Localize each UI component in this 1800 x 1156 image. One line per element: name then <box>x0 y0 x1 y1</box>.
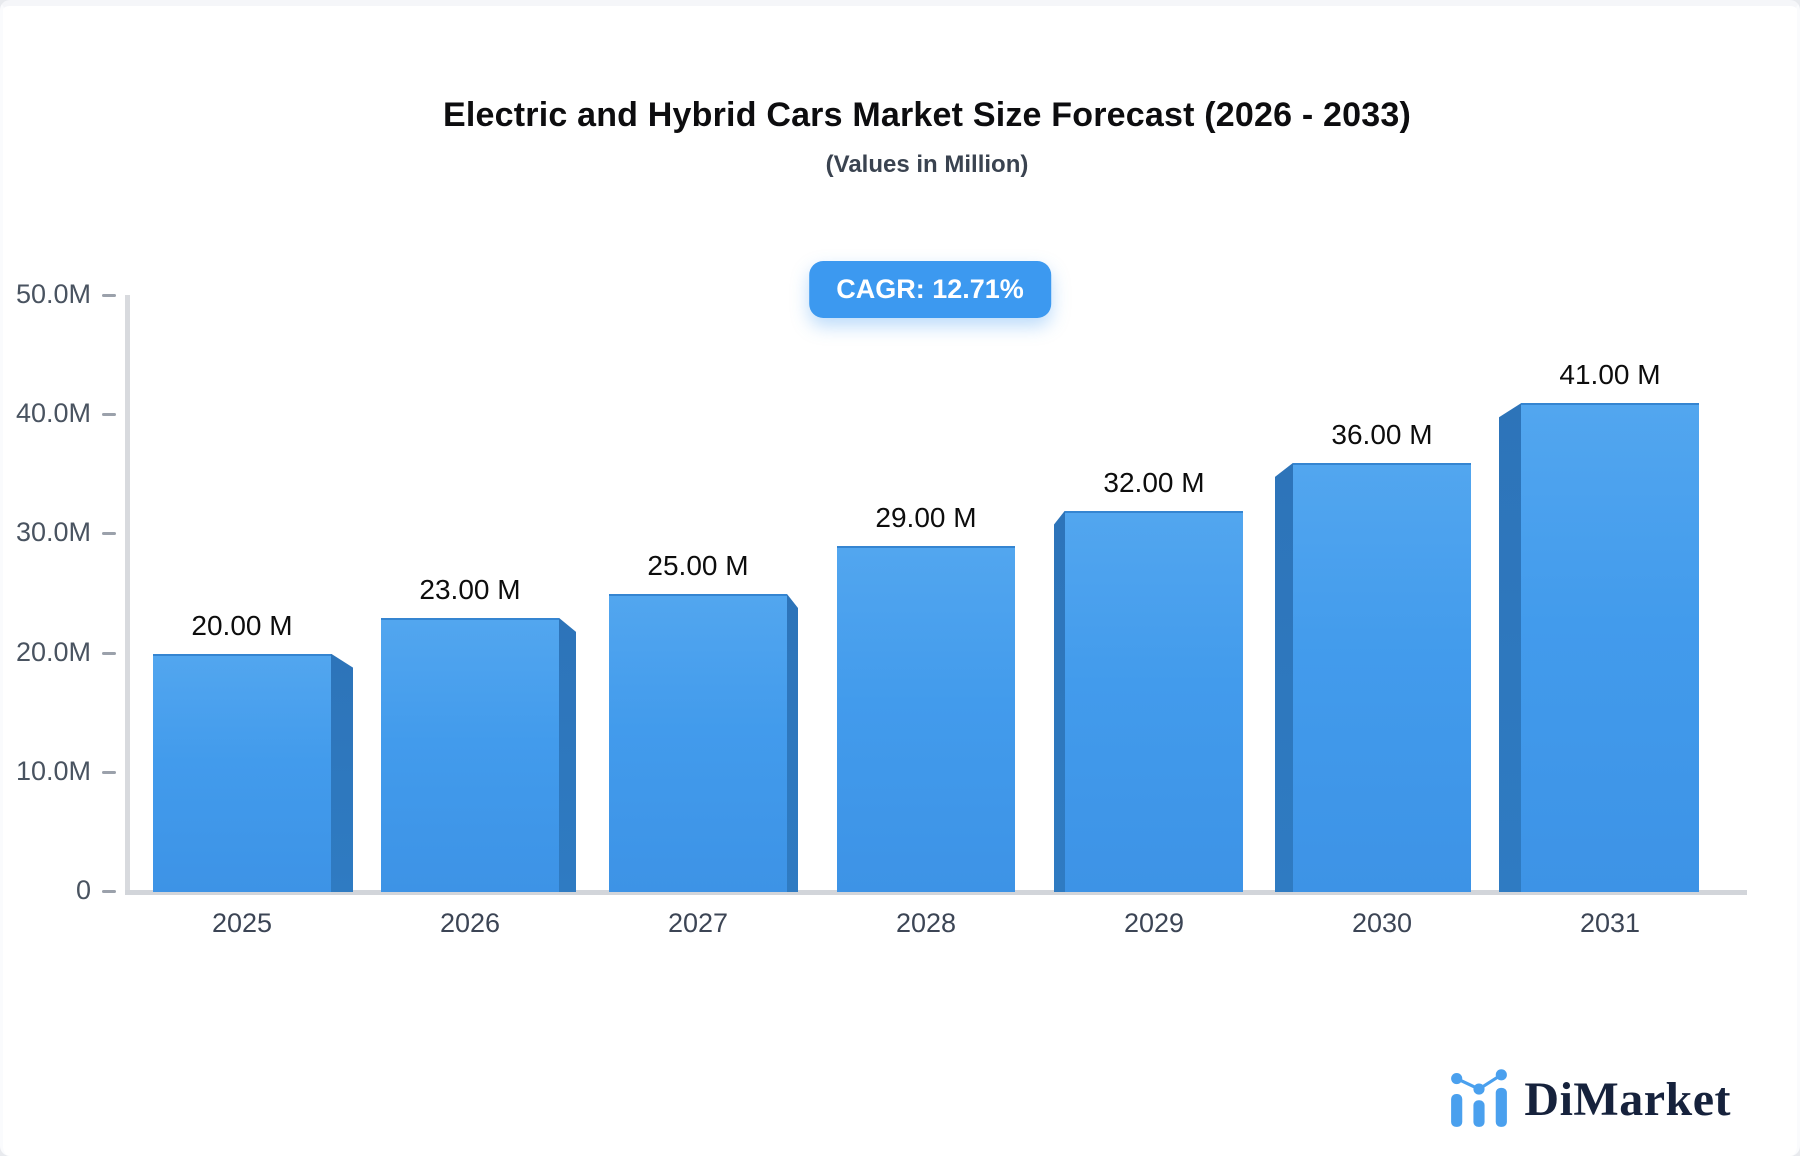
bar-value-label-2028: 29.00 M <box>875 502 977 534</box>
bar-2028[interactable] <box>837 546 1015 892</box>
y-axis-tick-label: 10.0M <box>15 755 91 786</box>
y-axis-tick-mark <box>102 294 116 297</box>
chart-area: 50.0M 40.0M 30.0M 20.0M 10.0M 0 20.00 M 2025 23.… <box>3 6 1797 1156</box>
bar-value-label-2029: 32.00 M <box>1103 466 1205 498</box>
bar-2027[interactable] <box>609 594 787 892</box>
bar-side-3d-2029 <box>1054 510 1065 892</box>
y-axis-tick-label: 50.0M <box>15 279 91 309</box>
logo-text: DiMarket <box>1524 1072 1731 1126</box>
bar-value-label-2025: 20.00 M <box>191 609 293 641</box>
bar-2029[interactable] <box>1065 510 1243 892</box>
bar-side-3d-2027 <box>787 594 798 892</box>
y-axis-tick-mark <box>102 651 116 655</box>
bar-side-3d-2031 <box>1499 403 1521 892</box>
cagr-badge: CAGR: 12.71% <box>809 261 1051 318</box>
y-axis-tick-label: 30.0M <box>15 517 91 548</box>
y-axis-tick-mark <box>102 770 116 774</box>
bar-value-label-2026: 23.00 M <box>419 573 521 605</box>
chart-title: Electric and Hybrid Cars Market Size For… <box>443 96 1411 134</box>
y-axis-tick-label: 40.0M <box>15 398 91 429</box>
bar-value-label-2030: 36.00 M <box>1331 418 1433 450</box>
chart-subtitle: (Values in Million) <box>825 151 1029 178</box>
bar-2030[interactable] <box>1293 462 1471 892</box>
bar-2031[interactable] <box>1521 403 1699 892</box>
bar-chart-icon <box>1451 1069 1508 1127</box>
dimarket-logo: DiMarket <box>1448 1068 1731 1130</box>
y-axis-tick-mark <box>102 890 116 893</box>
x-axis-label-2030: 2030 <box>1351 908 1413 938</box>
y-axis-tick-mark <box>102 413 116 417</box>
y-axis-tick-label: 0 <box>75 875 91 905</box>
bar-2026[interactable] <box>381 617 559 892</box>
y-axis-line <box>125 295 130 892</box>
x-axis-label-2025: 2025 <box>211 908 273 938</box>
chart-header: Electric and Hybrid Cars Market Size For… <box>57 96 1797 179</box>
bar-side-3d-2026 <box>559 617 576 892</box>
x-axis-label-2031: 2031 <box>1579 908 1641 938</box>
bar-value-label-2031: 41.00 M <box>1559 359 1661 391</box>
x-axis-baseline <box>125 890 1747 895</box>
bar-side-3d-2030 <box>1275 462 1293 892</box>
bar-value-label-2027: 25.00 M <box>647 550 749 581</box>
x-axis-label-2029: 2029 <box>1123 908 1185 938</box>
y-axis-tick-mark <box>102 532 116 536</box>
x-axis-label-2027: 2027 <box>667 908 729 938</box>
bar-2025[interactable] <box>153 653 331 892</box>
x-axis-label-2026: 2026 <box>439 908 501 938</box>
bar-side-3d-2025 <box>331 653 353 892</box>
y-axis-tick-label: 20.0M <box>15 636 91 667</box>
x-axis-label-2028: 2028 <box>895 908 957 938</box>
